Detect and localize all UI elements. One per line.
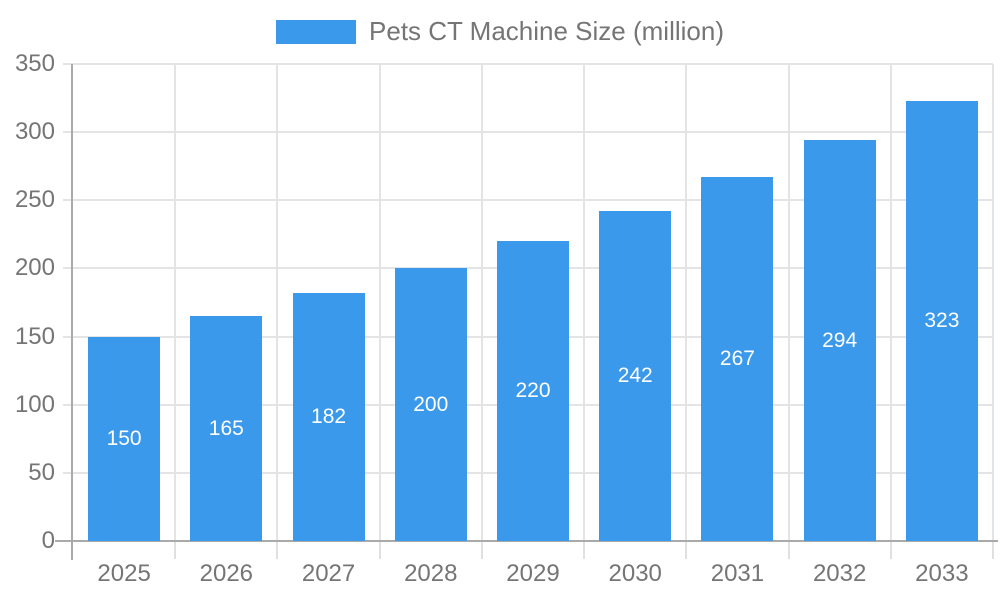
gridline-v-3 <box>378 64 381 541</box>
gridline-v-6 <box>685 64 688 541</box>
gridline-v-9 <box>992 64 994 541</box>
bar-2027[interactable] <box>292 292 365 541</box>
bar-2033[interactable] <box>905 100 978 541</box>
x-tick-4 <box>480 541 483 559</box>
x-tick-7 <box>787 541 790 559</box>
bar-2029[interactable] <box>497 241 569 541</box>
y-tick-250 <box>63 199 73 202</box>
x-tick-3 <box>378 541 381 559</box>
x-tick-label-2033: 2033 <box>915 560 969 587</box>
y-tick-label-200: 200 <box>14 254 55 282</box>
x-tick-label-2027: 2027 <box>301 560 356 587</box>
gridline-h-350 <box>73 63 993 65</box>
y-tick-label-150: 150 <box>14 322 55 350</box>
x-tick-9 <box>992 541 994 559</box>
bar-2026[interactable] <box>190 316 263 541</box>
bar-2028[interactable] <box>394 268 467 541</box>
y-tick-150 <box>63 335 73 338</box>
x-tick-label-2025: 2025 <box>97 560 151 587</box>
bar-2030[interactable] <box>599 211 672 541</box>
y-tick-label-50: 50 <box>28 458 55 486</box>
x-tick-5 <box>583 541 586 559</box>
x-tick-label-2030: 2030 <box>608 560 662 587</box>
gridline-v-1 <box>174 64 177 541</box>
y-tick-label-300: 300 <box>14 118 55 146</box>
y-tick-label-0: 0 <box>41 527 55 554</box>
x-tick-6 <box>685 541 688 559</box>
gridline-v-8 <box>889 64 892 541</box>
x-tick-8 <box>889 541 892 559</box>
x-tick-label-2032: 2032 <box>812 560 867 587</box>
y-tick-label-250: 250 <box>14 186 55 214</box>
y-tick-300 <box>63 131 73 134</box>
y-tick-label-100: 100 <box>14 390 55 418</box>
gridline-v-5 <box>583 64 586 541</box>
legend-swatch <box>276 19 357 44</box>
gridline-v-2 <box>276 64 279 541</box>
legend-label: Pets CT Machine Size (million) <box>369 16 724 46</box>
gridline-v-4 <box>480 64 483 541</box>
x-tick-2 <box>276 541 279 559</box>
bar-2025[interactable] <box>88 336 161 541</box>
y-tick-50 <box>63 471 73 474</box>
y-tick-label-350: 350 <box>14 50 55 77</box>
gridline-h-300 <box>73 131 993 134</box>
gridline-h-250 <box>73 199 993 202</box>
y-axis-line <box>71 64 73 560</box>
x-tick-label-2028: 2028 <box>404 560 458 587</box>
x-tick-label-2026: 2026 <box>199 560 254 587</box>
bar-2031[interactable] <box>701 177 774 541</box>
x-tick-1 <box>174 541 177 559</box>
x-axis-line <box>55 540 998 542</box>
gridline-v-7 <box>787 64 790 541</box>
x-tick-label-2031: 2031 <box>710 560 765 587</box>
y-tick-200 <box>63 267 73 270</box>
y-tick-350 <box>63 63 73 65</box>
y-tick-100 <box>63 403 73 406</box>
bar-2032[interactable] <box>803 140 876 541</box>
legend[interactable]: Pets CT Machine Size (million) <box>0 16 1000 47</box>
x-tick-label-2029: 2029 <box>506 560 560 587</box>
